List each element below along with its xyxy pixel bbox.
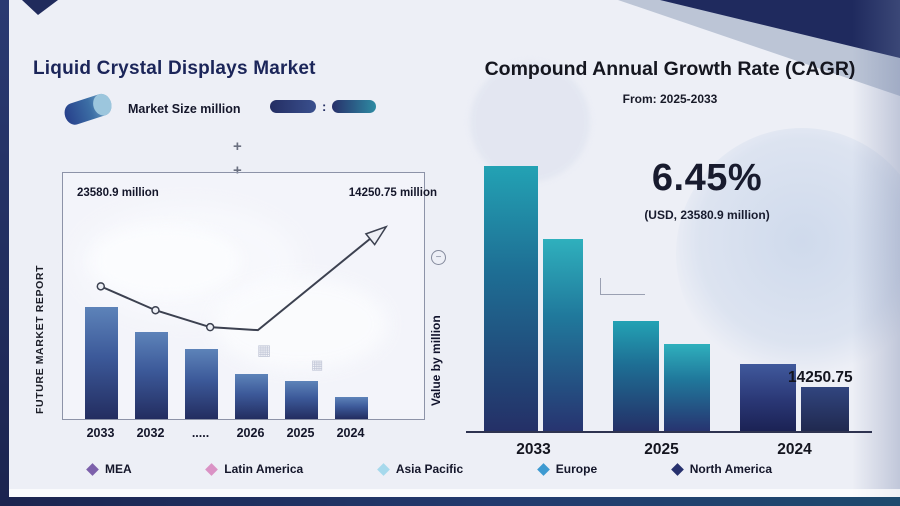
- bar-group-2024: 2024: [740, 364, 849, 458]
- cagr-bar-2033: [484, 166, 538, 431]
- market-bar-2026: [235, 374, 268, 419]
- decor-bottom-white-strip: [0, 489, 900, 497]
- diamond-marker-icon: [670, 462, 684, 476]
- cagr-subtitle: From: 2025-2033: [622, 92, 718, 106]
- cagr-bar-2025: [613, 321, 659, 431]
- x-tick-label: 2032: [136, 426, 165, 440]
- right-chart-groups: 2033 2025 2024: [466, 166, 872, 458]
- market-size-legend: Market Size million: [60, 88, 241, 130]
- cagr-bar-2025: [664, 344, 710, 431]
- legend-label: Asia Pacific: [395, 462, 464, 476]
- diamond-marker-icon: [536, 462, 550, 476]
- left-chart-bars: [85, 173, 368, 419]
- market-bar-2033: [85, 307, 118, 419]
- x-tick-label: 2025: [644, 441, 679, 458]
- x-tick-label: 2025: [286, 426, 315, 440]
- cagr-basis: (USD, 23580.9 million): [644, 207, 770, 222]
- legend-item-asia-pacific: Asia Pacific: [376, 462, 464, 476]
- value-annotation-2024: 14250.75 million: [348, 187, 437, 199]
- market-bar-2025: [285, 381, 318, 419]
- decor-step-line: [600, 278, 645, 295]
- diamond-marker-icon: [86, 462, 99, 476]
- x-tick-label: .....: [191, 426, 210, 440]
- decor-plus-icon: +: [233, 138, 242, 155]
- decor-blob: [470, 62, 590, 182]
- market-bar-2024: [335, 397, 368, 419]
- future-market-report-label: FUTURE MARKET REPORT: [34, 264, 46, 414]
- cagr-percentage: 6.45%: [651, 157, 763, 199]
- decor-plus-icon: +: [233, 162, 242, 179]
- cagr-bar-2024: [740, 364, 796, 431]
- market-bar-2032: [135, 332, 168, 419]
- market-size-label: Market Size million: [128, 102, 241, 116]
- value-axis-label: Value by million: [429, 315, 443, 406]
- value-annotation-2033: 23580.9 million: [77, 187, 159, 199]
- legend-item-mea: MEA: [86, 462, 132, 476]
- market-size-chart-panel: 23580.9 million 14250.75 million ▦ ▦: [62, 172, 437, 420]
- decor-blob: [676, 128, 900, 380]
- cylinder-3d-icon: [64, 93, 112, 125]
- bar-group-2025: 2025: [613, 321, 710, 458]
- x-tick-label: 2026: [236, 426, 265, 440]
- decor-grid-icon: ▦: [311, 357, 324, 372]
- cagr-bar-2033: [543, 239, 583, 431]
- x-tick-label: 2033: [516, 441, 551, 458]
- legend-label: North America: [689, 462, 772, 476]
- cagr-callout: 6.45% (USD, 23580.9 million): [597, 157, 817, 222]
- page-title: Liquid Crystal Displays Market: [33, 58, 316, 79]
- x-tick-label: 2024: [336, 426, 365, 440]
- bar-group-2033: 2033: [484, 166, 583, 458]
- legend-label: Europe: [555, 462, 598, 476]
- legend-item-europe: Europe: [536, 462, 598, 476]
- pill-separator: :: [322, 99, 327, 114]
- pill-navy: [270, 100, 316, 113]
- cagr-title: Compound Annual Growth Rate (CAGR): [484, 58, 856, 80]
- right-chart-axis: [466, 431, 872, 433]
- legend-label: Latin America: [224, 462, 304, 476]
- x-tick-label: 2024: [777, 441, 812, 458]
- cagr-bar-2024: [801, 387, 849, 431]
- data-label-2024: 14250.75: [788, 369, 853, 386]
- decor-left-strip: [0, 0, 9, 506]
- diamond-marker-icon: [376, 462, 390, 476]
- legend-item-north-america: North America: [670, 462, 772, 476]
- pill-teal: [332, 100, 377, 113]
- left-chart-xlabels: 2033 2032..... 2026 2025 2024: [84, 426, 367, 440]
- legend-item-latin-america: Latin America: [205, 462, 304, 476]
- x-tick-label: 2033: [86, 426, 115, 440]
- decor-bottom-strip: [0, 497, 900, 506]
- decor-grid-icon: ▦: [257, 342, 272, 359]
- diamond-marker-icon: [205, 462, 219, 476]
- footer-legend: MEA Latin America Asia Pacific Europe North …: [86, 462, 772, 476]
- decor-right-band: [852, 0, 900, 506]
- minus-circle-icon: −: [431, 250, 446, 265]
- market-bar-.....: [185, 349, 218, 419]
- legend-label: MEA: [105, 462, 132, 476]
- legend-pills: :: [270, 99, 377, 114]
